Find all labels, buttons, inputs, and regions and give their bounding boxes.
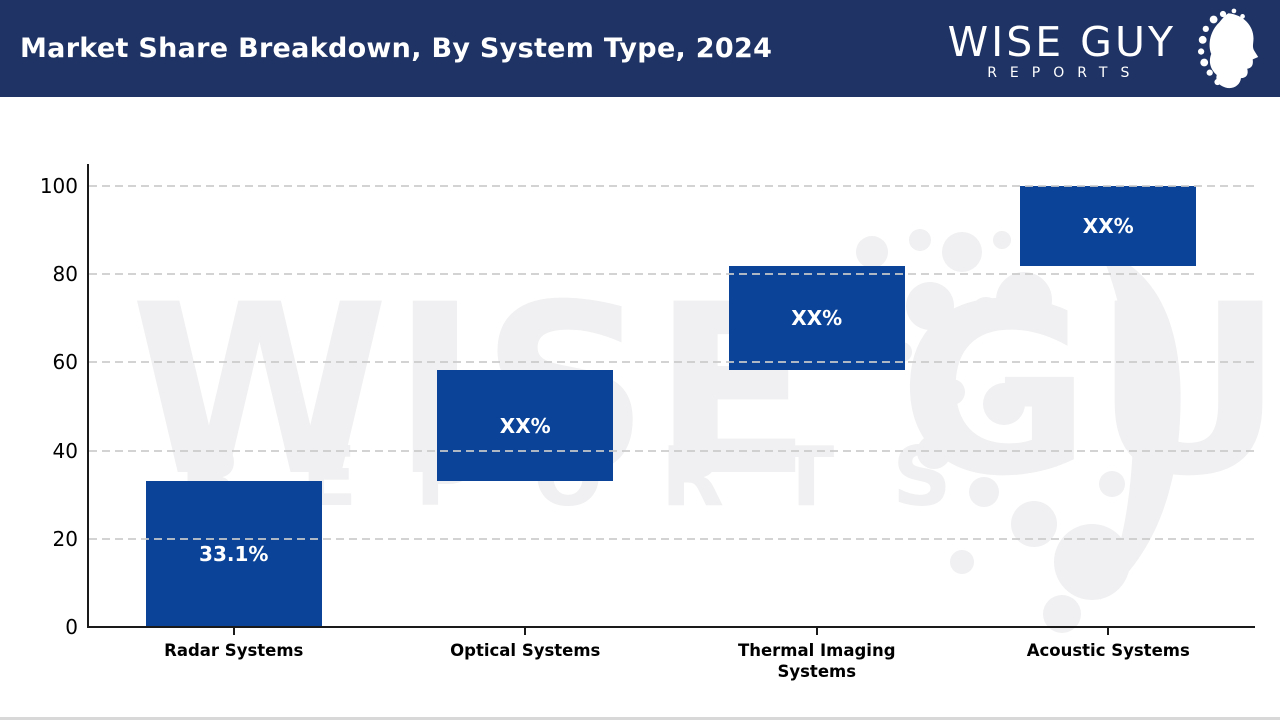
header: Market Share Breakdown, By System Type, …: [0, 0, 1280, 97]
bar-optical-systems: XX%: [437, 370, 614, 482]
plot-area: 0 20 40 60 80 100 33.1% XX% XX% XX% Radar Systems O…: [0, 97, 1280, 720]
x-category-label-acoustic-systems: Acoustic Systems: [1026, 641, 1190, 660]
y-tick-label: 40: [52, 438, 78, 463]
logo-text: WISE GUY REPORTS: [948, 20, 1176, 81]
y-axis-line: [87, 164, 89, 628]
logo-subtitle: REPORTS: [987, 64, 1143, 81]
x-category-label-thermal-imaging-systems: Thermal Imaging Systems: [737, 641, 896, 681]
bar-value-label: XX%: [791, 306, 843, 331]
bar-value-label: XX%: [1082, 213, 1134, 238]
y-tick-label: 20: [52, 526, 78, 551]
x-tick: [1107, 627, 1110, 635]
x-category-label-radar-systems: Radar Systems: [164, 641, 304, 660]
bottom-border: [0, 717, 1280, 720]
y-tick-label: 60: [52, 350, 78, 375]
logo: WISE GUY REPORTS: [948, 6, 1266, 94]
gridline: [89, 449, 1254, 452]
x-axis-line: [87, 626, 1255, 628]
gridline: [89, 273, 1254, 276]
y-tick-label: 80: [52, 262, 78, 287]
bar-radar-systems: 33.1%: [145, 481, 322, 627]
gridline: [89, 361, 1254, 364]
bar-value-label: XX%: [499, 413, 551, 438]
y-tick-label: 100: [39, 174, 78, 198]
x-tick: [232, 627, 235, 635]
x-tick: [524, 627, 527, 635]
x-tick: [815, 627, 818, 635]
x-category-label-optical-systems: Optical Systems: [450, 641, 601, 660]
bar-acoustic-systems: XX%: [1020, 186, 1197, 266]
logo-wordmark: WISE GUY: [947, 17, 1176, 66]
gridline: [89, 185, 1254, 187]
gridline: [89, 537, 1254, 540]
bar-value-label: 33.1%: [199, 542, 269, 566]
logo-face-icon: [1197, 8, 1259, 89]
page-title: Market Share Breakdown, By System Type, …: [20, 33, 773, 64]
bar-thermal-imaging-systems: XX%: [728, 265, 905, 371]
y-tick-label: 0: [65, 615, 78, 639]
